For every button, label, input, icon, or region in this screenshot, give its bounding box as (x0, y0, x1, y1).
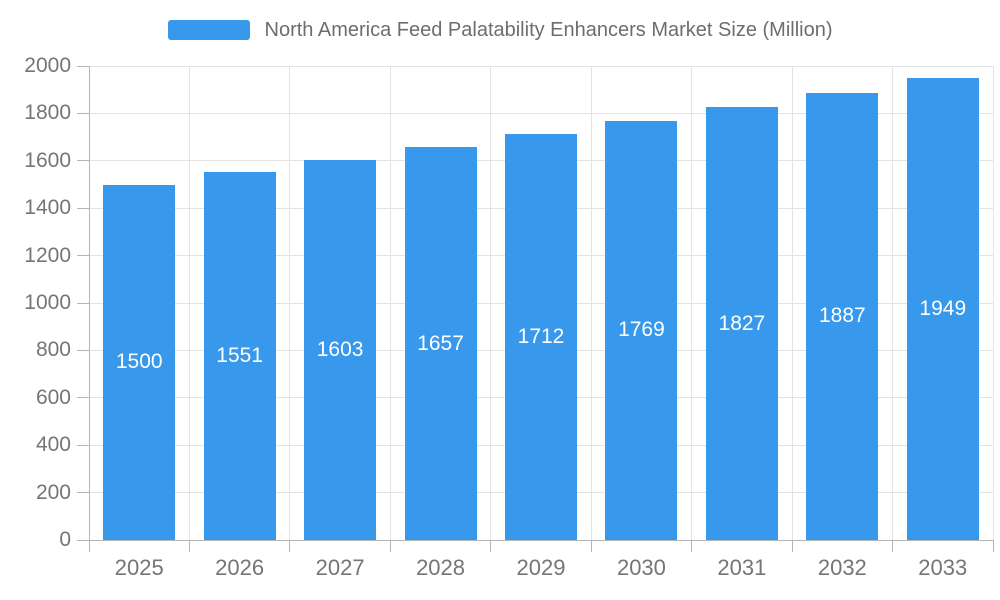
bar[interactable] (404, 147, 477, 540)
x-gridline (389, 66, 391, 540)
x-axis-tick (590, 540, 592, 552)
bar[interactable] (304, 160, 377, 540)
bar[interactable] (906, 78, 979, 540)
bar[interactable] (605, 120, 678, 540)
x-axis-tick (992, 540, 994, 552)
bar-value-label: 1603 (316, 338, 364, 362)
x-axis-tick (389, 540, 391, 552)
y-axis-tick (77, 444, 89, 446)
y-tick-label: 1400 (24, 196, 71, 220)
y-axis-tick (77, 65, 89, 67)
chart-legend[interactable]: North America Feed Palatability Enhancer… (0, 12, 1000, 48)
y-axis-tick (77, 207, 89, 209)
x-axis-line (89, 539, 993, 541)
y-gridline (89, 65, 993, 67)
y-axis-tick (77, 255, 89, 257)
bar-value-label: 1887 (818, 304, 866, 328)
bar-value-label: 1712 (517, 325, 565, 349)
x-gridline (289, 66, 291, 540)
x-gridline (188, 66, 190, 540)
y-tick-label: 1200 (24, 243, 71, 267)
x-axis-tick (892, 540, 894, 552)
y-tick-label: 400 (35, 433, 71, 457)
y-tick-label: 200 (35, 480, 71, 504)
y-tick-label: 1000 (24, 291, 71, 314)
y-tick-label: 600 (35, 385, 71, 409)
bar[interactable] (806, 92, 879, 540)
legend-label: North America Feed Palatability Enhancer… (264, 18, 833, 41)
x-tick-label: 2030 (616, 555, 666, 580)
x-tick-label: 2028 (416, 555, 466, 580)
bar-value-label: 1827 (718, 311, 766, 335)
bar-value-label: 1769 (618, 318, 665, 342)
x-tick-label: 2027 (315, 555, 365, 580)
y-tick-label: 0 (59, 528, 71, 551)
y-gridline (89, 112, 993, 114)
bar-value-label: 1949 (919, 297, 967, 321)
x-tick-label: 2025 (114, 555, 164, 580)
x-tick-label: 2031 (717, 555, 767, 580)
y-tick-label: 1800 (24, 101, 71, 125)
y-tick-label: 800 (35, 338, 71, 362)
x-axis-tick (188, 540, 190, 552)
x-gridline (992, 66, 994, 540)
y-axis-tick (77, 302, 89, 304)
x-axis-tick (691, 540, 693, 552)
y-axis-tick (77, 112, 89, 114)
x-axis-tick (490, 540, 492, 552)
x-gridline (892, 66, 894, 540)
y-tick-label: 1600 (24, 148, 71, 172)
bar[interactable] (203, 172, 276, 540)
x-tick-label: 2032 (817, 555, 867, 580)
y-axis-tick (77, 492, 89, 494)
y-axis-tick (77, 160, 89, 162)
x-tick-label: 2033 (918, 555, 968, 580)
x-gridline (691, 66, 693, 540)
y-axis-tick (77, 397, 89, 399)
x-gridline (490, 66, 492, 540)
bar[interactable] (505, 134, 577, 540)
x-tick-label: 2026 (215, 555, 265, 580)
y-axis-tick (77, 539, 89, 541)
x-axis-tick (88, 540, 90, 552)
y-axis-tick (77, 349, 89, 351)
x-axis-tick (289, 540, 291, 552)
x-gridline (590, 66, 592, 540)
y-axis-line (88, 66, 90, 540)
bar-value-label: 1551 (216, 344, 264, 368)
bar-value-label: 1500 (115, 350, 163, 374)
bar-value-label: 1657 (417, 331, 464, 355)
x-gridline (791, 66, 793, 540)
x-tick-label: 2029 (516, 555, 566, 580)
legend-swatch (167, 20, 250, 40)
bar[interactable] (103, 184, 176, 540)
x-axis-tick (791, 540, 793, 552)
y-tick-label: 2000 (24, 54, 71, 77)
bar[interactable] (705, 107, 778, 540)
